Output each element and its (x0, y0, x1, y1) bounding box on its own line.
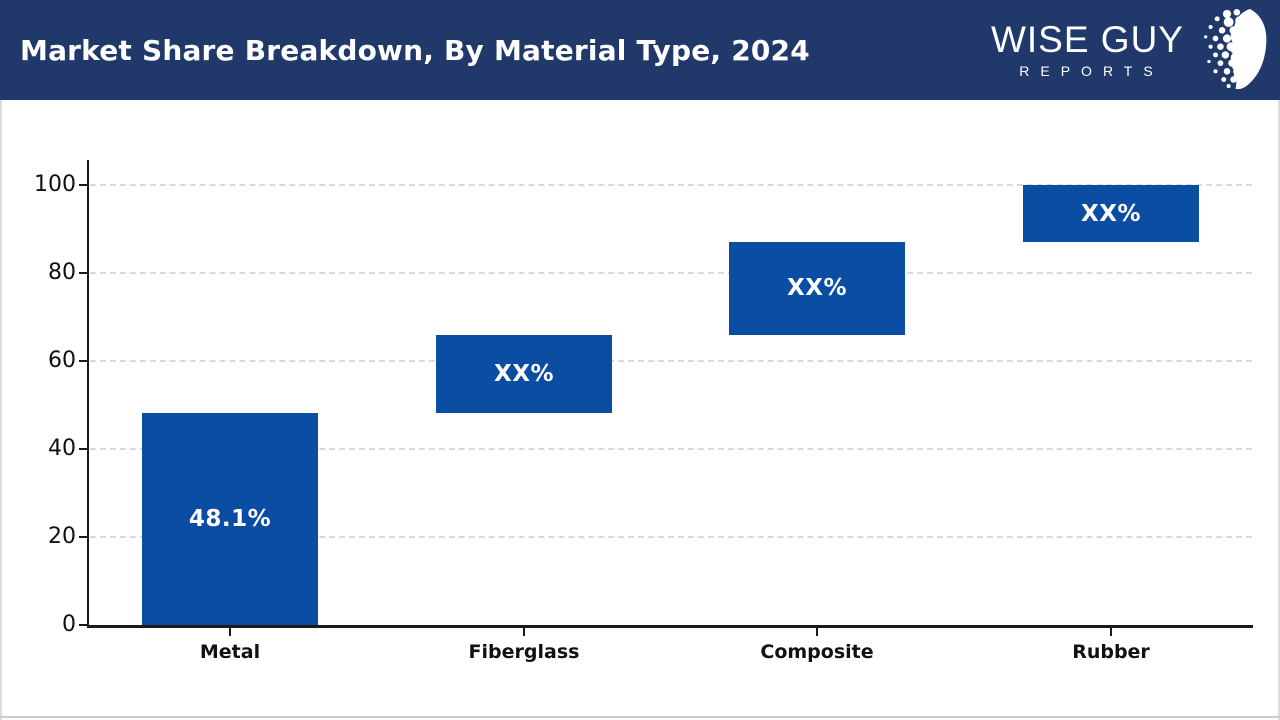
x-category-label-composite: Composite (760, 641, 874, 663)
y-tick-label-80: 80 (48, 260, 76, 285)
bar-value-label-rubber: XX% (1080, 200, 1141, 227)
frame-border-right (1278, 100, 1280, 720)
frame-border-left (0, 100, 2, 720)
x-category-label-rubber: Rubber (1072, 641, 1150, 663)
y-tick-label-40: 40 (48, 436, 76, 461)
gridline-20 (90, 536, 1252, 538)
y-axis-spine (87, 160, 89, 628)
gridline-40 (90, 448, 1252, 450)
bar-rubber: XX% (1023, 185, 1199, 243)
y-tick-mark-60 (79, 360, 87, 362)
x-tick-mark-fiberglass (523, 628, 525, 636)
header-bar: Market Share Breakdown, By Material Type… (0, 0, 1280, 100)
x-tick-mark-metal (229, 628, 231, 636)
logo-text: WISE GUY REPORTS (991, 20, 1184, 80)
y-tick-mark-0 (79, 624, 87, 626)
logo-wiseguy-label: WISE GUY (990, 19, 1184, 60)
gridline-60 (90, 360, 1252, 362)
x-category-label-fiberglass: Fiberglass (468, 641, 580, 663)
page-title: Market Share Breakdown, By Material Type… (20, 34, 810, 67)
bar-value-label-metal: 48.1% (188, 506, 272, 533)
y-tick-label-0: 0 (62, 612, 76, 637)
y-tick-label-20: 20 (48, 524, 76, 549)
y-tick-label-100: 100 (34, 172, 76, 197)
gridline-80 (90, 272, 1252, 274)
y-tick-mark-20 (79, 536, 87, 538)
x-tick-mark-composite (816, 628, 818, 636)
frame-border-bottom (0, 716, 1280, 718)
wiseguy-logo: WISE GUY REPORTS (991, 8, 1268, 92)
bar-metal: 48.1% (142, 413, 318, 625)
bar-composite: XX% (729, 242, 905, 335)
x-category-label-metal: Metal (199, 641, 261, 663)
y-tick-mark-40 (79, 448, 87, 450)
bar-value-label-fiberglass: XX% (493, 360, 554, 387)
bar-value-label-composite: XX% (786, 275, 847, 302)
x-axis-spine (87, 625, 1253, 628)
bar-fiberglass: XX% (436, 334, 612, 414)
gridline-100 (90, 184, 1252, 186)
y-tick-mark-80 (79, 272, 87, 274)
y-tick-mark-100 (79, 184, 87, 186)
logo-reports-label: REPORTS (1019, 63, 1164, 79)
y-tick-label-60: 60 (48, 348, 76, 373)
wiseguy-head-logo-icon (1186, 8, 1268, 92)
x-tick-mark-rubber (1110, 628, 1112, 636)
